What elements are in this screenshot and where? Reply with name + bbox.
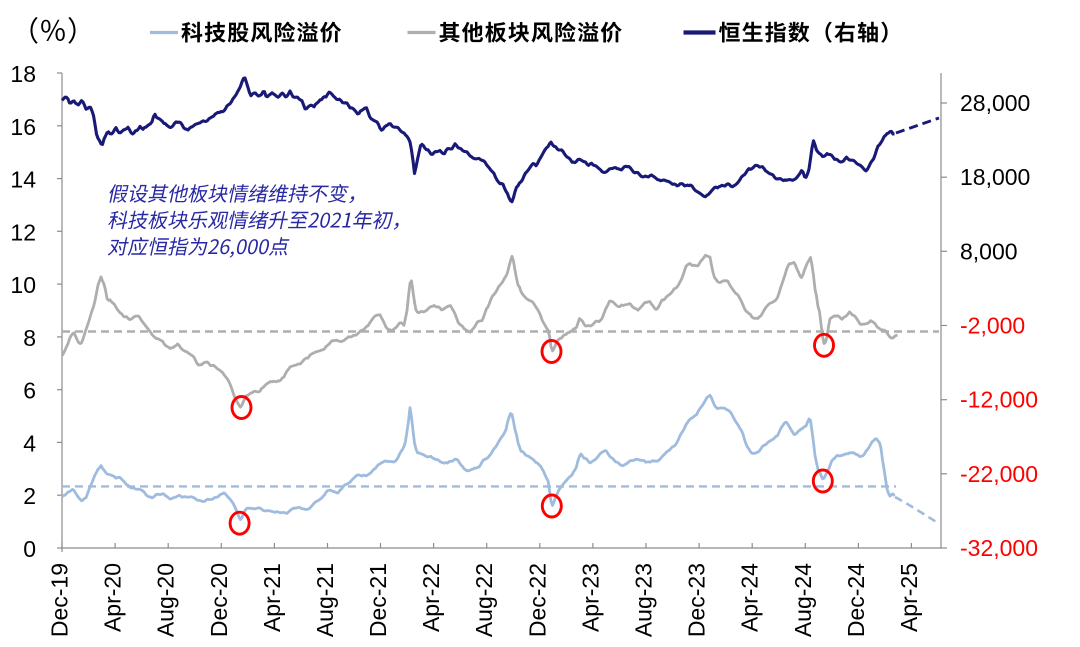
svg-text:18,000: 18,000 bbox=[960, 164, 1030, 190]
svg-text:Apr-21: Apr-21 bbox=[259, 563, 285, 632]
svg-text:8,000: 8,000 bbox=[960, 238, 1018, 264]
svg-text:Dec-20: Dec-20 bbox=[206, 563, 232, 637]
svg-text:Apr-20: Apr-20 bbox=[100, 563, 126, 632]
svg-text:10: 10 bbox=[10, 272, 36, 298]
svg-text:-12,000: -12,000 bbox=[960, 387, 1038, 413]
svg-text:Aug-23: Aug-23 bbox=[631, 563, 657, 637]
svg-text:Dec-24: Dec-24 bbox=[843, 563, 869, 637]
svg-text:16: 16 bbox=[10, 114, 36, 140]
svg-text:18: 18 bbox=[10, 61, 36, 87]
svg-text:Apr-24: Apr-24 bbox=[737, 563, 763, 632]
svg-text:Dec-19: Dec-19 bbox=[47, 563, 73, 637]
svg-text:14: 14 bbox=[10, 167, 36, 193]
svg-text:Dec-23: Dec-23 bbox=[684, 563, 710, 637]
svg-text:0: 0 bbox=[23, 536, 36, 562]
svg-text:-2,000: -2,000 bbox=[960, 313, 1025, 339]
svg-text:Apr-25: Apr-25 bbox=[896, 563, 922, 632]
svg-text:Aug-21: Aug-21 bbox=[312, 563, 338, 637]
svg-text:Aug-20: Aug-20 bbox=[153, 563, 179, 637]
svg-text:12: 12 bbox=[10, 219, 36, 245]
svg-text:-22,000: -22,000 bbox=[960, 461, 1038, 487]
svg-text:2: 2 bbox=[23, 483, 36, 509]
svg-text:28,000: 28,000 bbox=[960, 90, 1030, 116]
svg-text:Aug-24: Aug-24 bbox=[790, 563, 816, 637]
svg-text:Aug-22: Aug-22 bbox=[471, 563, 497, 637]
svg-text:Apr-22: Apr-22 bbox=[418, 563, 444, 632]
svg-text:Dec-21: Dec-21 bbox=[365, 563, 391, 637]
svg-text:6: 6 bbox=[23, 378, 36, 404]
svg-text:4: 4 bbox=[23, 430, 36, 456]
svg-text:Apr-23: Apr-23 bbox=[577, 563, 603, 632]
svg-text:8: 8 bbox=[23, 325, 36, 351]
svg-text:-32,000: -32,000 bbox=[960, 535, 1038, 561]
svg-text:Dec-22: Dec-22 bbox=[524, 563, 550, 637]
